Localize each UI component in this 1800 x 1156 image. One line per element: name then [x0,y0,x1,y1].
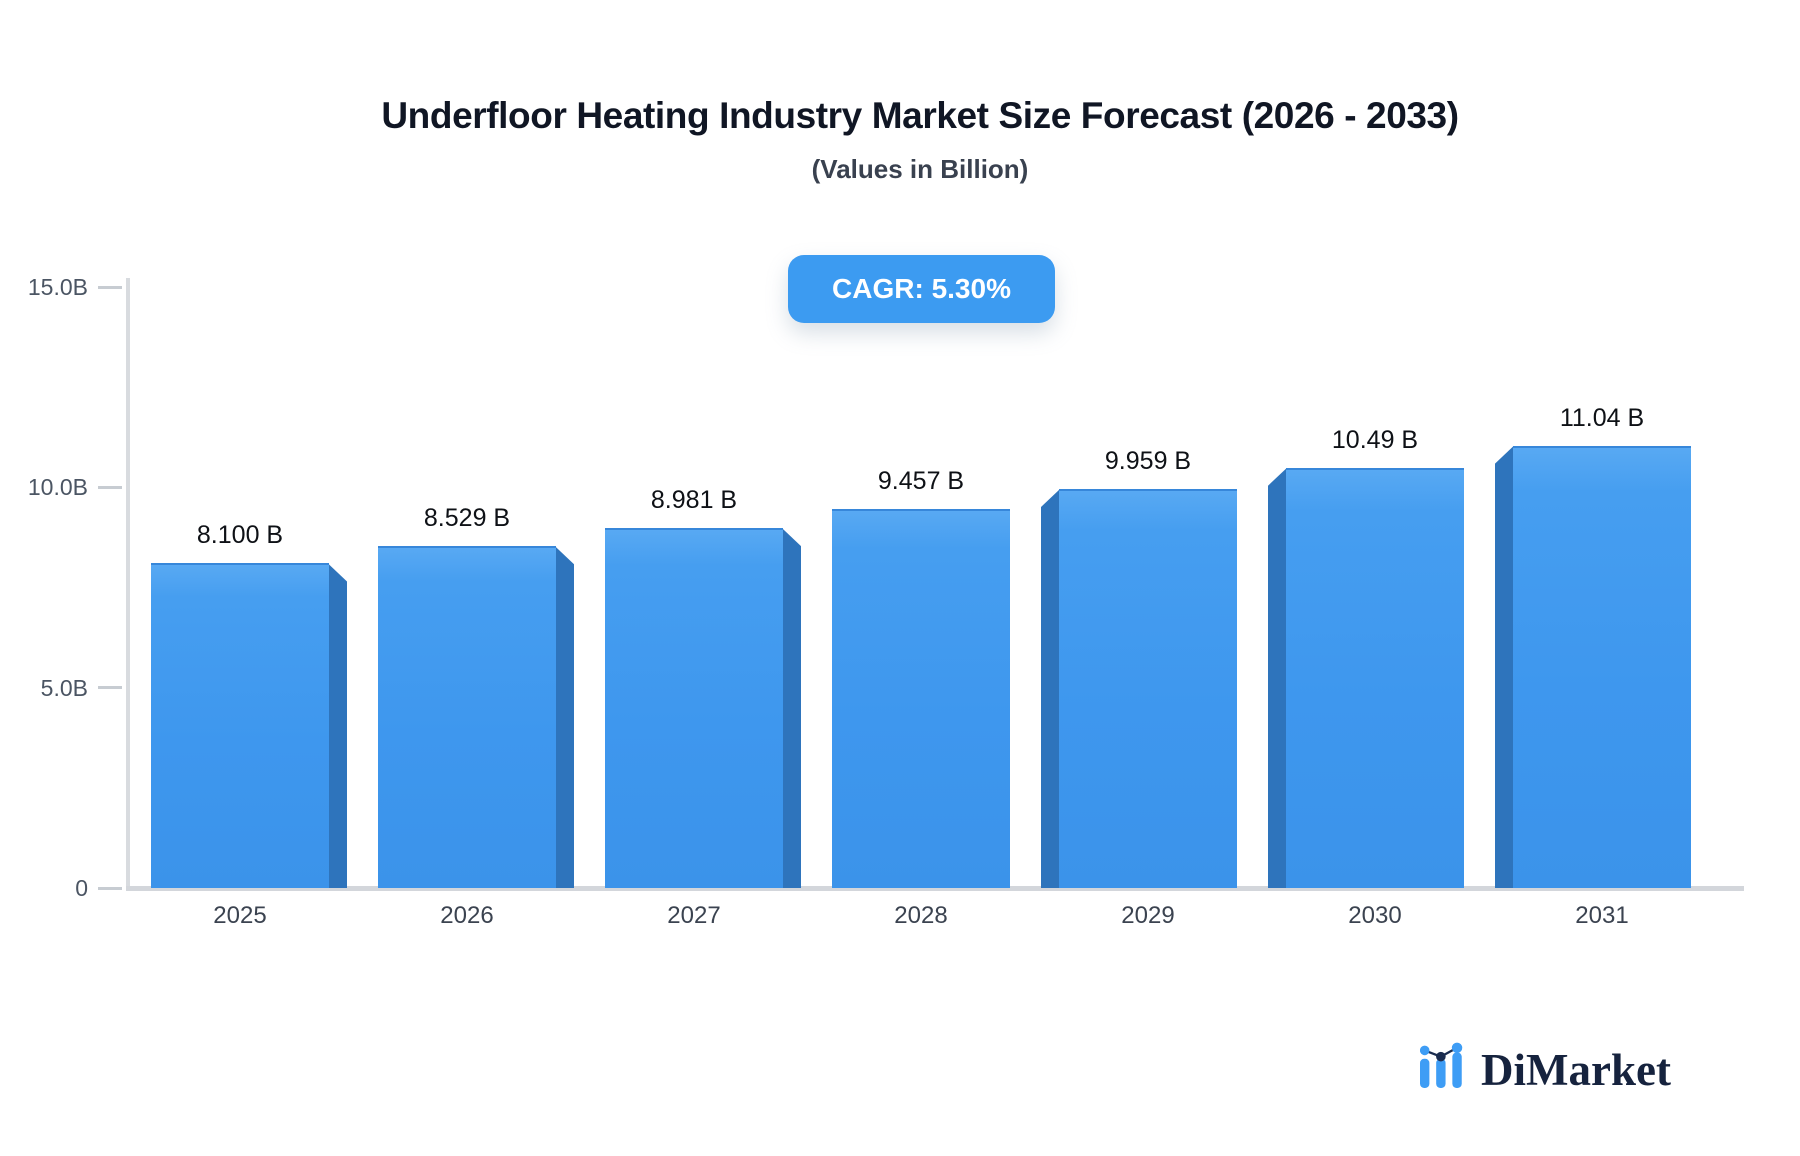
x-axis-label-2031: 2031 [1575,902,1629,929]
x-axis-line [126,886,1744,891]
y-axis-tick-label: 5.0B [40,674,88,701]
x-axis-label-2026: 2026 [440,902,494,929]
chart-title: Underfloor Heating Industry Market Size … [381,95,1459,136]
bar-side-face [1268,467,1287,888]
cagr-badge: CAGR: 5.30% [788,255,1055,323]
bar-side-face [328,563,347,888]
bar-side-face [782,528,801,888]
bar-side-face [1495,445,1514,888]
mini-bar-chart-icon [1419,1042,1468,1093]
bar-2025 [151,563,329,888]
y-axis-tick [98,485,122,489]
bar-value-label: 8.100 B [196,521,284,550]
y-axis-line [126,278,130,890]
y-axis-tick [98,285,122,289]
bar-2027 [605,528,783,888]
bar-value-label: 9.457 B [877,467,965,496]
y-axis-tick [98,686,122,690]
bar-2030 [1286,467,1464,888]
bar-side-face [1041,488,1060,888]
bar-2029 [1059,488,1237,888]
brand-logo-text: DiMarket [1481,1045,1671,1095]
bar-value-label: 11.04 B [1559,403,1645,432]
bar-2026 [378,546,556,888]
chart-subtitle: (Values in Billion) [811,154,1029,184]
bar-value-label: 8.529 B [423,504,511,533]
y-axis-tick-label: 15.0B [27,274,88,300]
bar-2028 [832,509,1010,888]
y-axis-tick [98,886,122,890]
brand-logo: DiMarket [1419,1042,1671,1095]
bar-side-face [555,546,574,888]
x-axis-label-2029: 2029 [1121,902,1175,929]
bar-value-label: 9.959 B [1104,446,1192,475]
x-axis-label-2030: 2030 [1348,902,1402,929]
bar-value-label: 10.49 B [1331,425,1419,454]
x-axis-label-2025: 2025 [213,902,267,929]
x-axis-label-2028: 2028 [894,902,948,929]
bar-2031 [1513,445,1691,888]
x-axis-label-2027: 2027 [667,902,721,929]
y-axis-tick-label: 10.0B [27,474,88,501]
y-axis-tick-label: 0 [75,875,88,901]
bar-value-label: 8.981 B [650,486,738,515]
chart-header: Underfloor Heating Industry Market Size … [40,92,1800,185]
